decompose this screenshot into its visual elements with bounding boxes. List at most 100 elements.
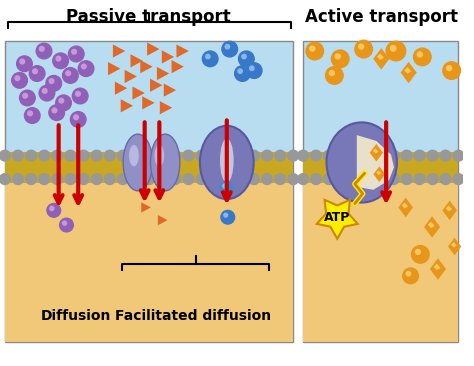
Circle shape xyxy=(262,174,273,184)
Circle shape xyxy=(39,174,50,184)
Circle shape xyxy=(70,112,86,127)
Circle shape xyxy=(324,174,334,184)
Polygon shape xyxy=(141,202,151,213)
Circle shape xyxy=(73,88,88,104)
Circle shape xyxy=(47,203,61,217)
Circle shape xyxy=(222,41,237,57)
Polygon shape xyxy=(140,60,153,73)
Circle shape xyxy=(157,150,168,161)
Polygon shape xyxy=(164,83,176,97)
Circle shape xyxy=(238,69,242,73)
Circle shape xyxy=(118,174,128,184)
Polygon shape xyxy=(130,54,143,67)
Circle shape xyxy=(131,150,141,161)
Circle shape xyxy=(63,221,67,225)
Circle shape xyxy=(331,50,349,68)
Circle shape xyxy=(63,68,78,83)
Circle shape xyxy=(440,174,451,184)
Circle shape xyxy=(413,48,431,66)
Circle shape xyxy=(427,174,438,184)
Circle shape xyxy=(224,213,228,217)
Circle shape xyxy=(388,150,399,161)
Ellipse shape xyxy=(200,126,254,199)
Circle shape xyxy=(335,54,340,59)
Polygon shape xyxy=(404,67,411,74)
Polygon shape xyxy=(402,202,408,208)
Circle shape xyxy=(250,66,254,70)
Circle shape xyxy=(27,111,32,116)
Circle shape xyxy=(56,56,61,61)
Circle shape xyxy=(401,150,412,161)
Circle shape xyxy=(222,174,233,184)
Polygon shape xyxy=(147,42,159,56)
Circle shape xyxy=(414,174,425,184)
Circle shape xyxy=(248,174,259,184)
Circle shape xyxy=(288,150,299,161)
Circle shape xyxy=(209,150,220,161)
Circle shape xyxy=(447,66,452,71)
Circle shape xyxy=(310,46,315,51)
Circle shape xyxy=(414,150,425,161)
Text: Passive transport: Passive transport xyxy=(66,8,231,26)
Text: Active transport: Active transport xyxy=(305,8,458,26)
Circle shape xyxy=(202,51,218,67)
Polygon shape xyxy=(162,50,174,63)
Circle shape xyxy=(26,174,36,184)
Circle shape xyxy=(326,67,343,84)
Circle shape xyxy=(39,150,50,161)
Circle shape xyxy=(411,246,429,263)
Circle shape xyxy=(76,92,80,96)
Circle shape xyxy=(386,41,406,61)
Circle shape xyxy=(78,174,89,184)
Circle shape xyxy=(157,174,168,184)
Circle shape xyxy=(235,66,250,81)
Polygon shape xyxy=(108,62,120,75)
Circle shape xyxy=(52,150,63,161)
Circle shape xyxy=(73,115,78,120)
Circle shape xyxy=(52,108,57,113)
Circle shape xyxy=(65,174,76,184)
Polygon shape xyxy=(158,215,167,225)
Circle shape xyxy=(223,184,227,188)
Circle shape xyxy=(144,174,155,184)
Circle shape xyxy=(144,150,155,161)
Circle shape xyxy=(375,174,386,184)
Circle shape xyxy=(60,218,73,232)
Circle shape xyxy=(13,174,23,184)
Circle shape xyxy=(82,64,86,69)
Polygon shape xyxy=(157,67,169,80)
Polygon shape xyxy=(132,86,145,100)
Polygon shape xyxy=(424,216,440,238)
Circle shape xyxy=(49,79,54,83)
Circle shape xyxy=(310,174,321,184)
Circle shape xyxy=(49,105,64,120)
Ellipse shape xyxy=(220,138,234,183)
Circle shape xyxy=(23,93,27,98)
Circle shape xyxy=(288,174,299,184)
Circle shape xyxy=(20,59,25,64)
Circle shape xyxy=(118,150,128,161)
FancyArrow shape xyxy=(226,158,228,182)
Ellipse shape xyxy=(123,134,153,191)
Text: ATP: ATP xyxy=(324,211,350,224)
Polygon shape xyxy=(125,70,137,83)
Circle shape xyxy=(36,43,52,59)
Polygon shape xyxy=(373,48,389,70)
Circle shape xyxy=(19,90,35,106)
Circle shape xyxy=(298,174,309,184)
Circle shape xyxy=(236,150,246,161)
Circle shape xyxy=(453,174,464,184)
Circle shape xyxy=(91,174,102,184)
Polygon shape xyxy=(373,148,379,154)
Polygon shape xyxy=(451,242,457,247)
Polygon shape xyxy=(398,198,413,217)
Circle shape xyxy=(104,174,115,184)
Circle shape xyxy=(363,174,373,184)
Circle shape xyxy=(68,46,84,62)
Polygon shape xyxy=(370,144,383,161)
Circle shape xyxy=(359,44,364,49)
Polygon shape xyxy=(160,101,172,114)
Circle shape xyxy=(0,174,10,184)
Circle shape xyxy=(248,150,259,161)
Circle shape xyxy=(78,61,94,76)
